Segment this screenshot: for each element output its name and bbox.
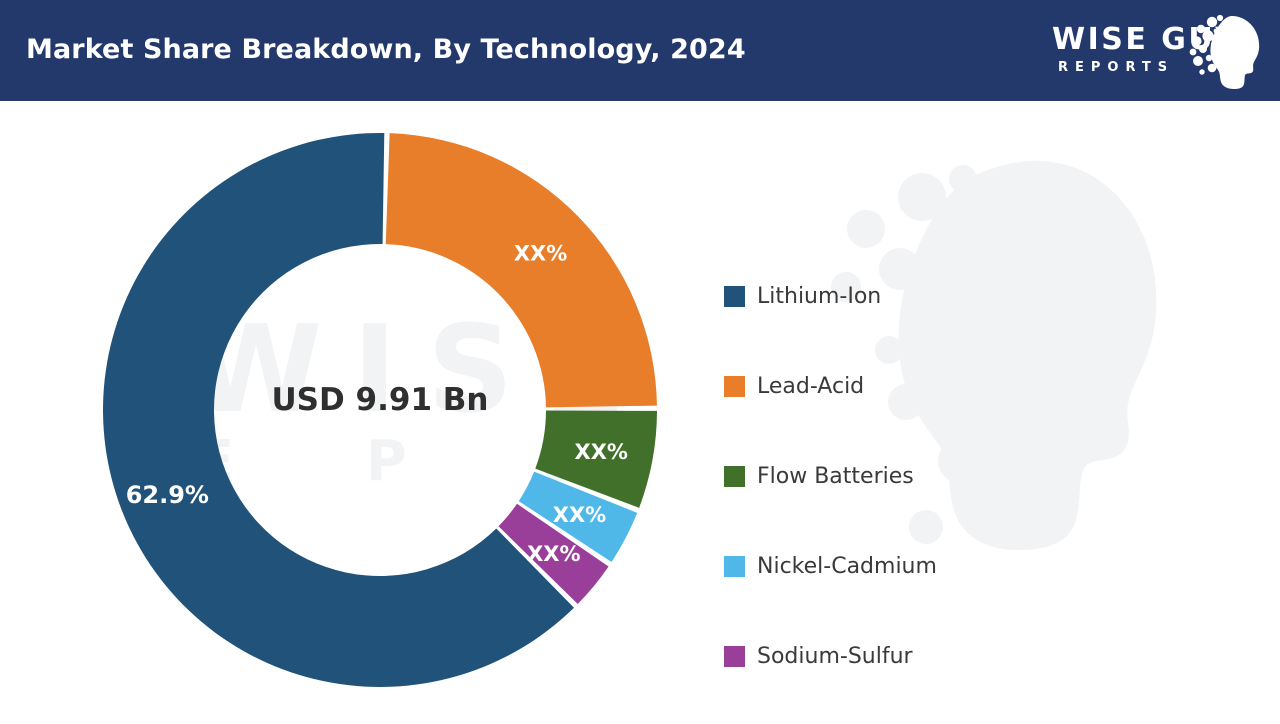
donut-slice-label: XX%: [514, 241, 567, 265]
legend-swatch-icon: [724, 645, 745, 667]
legend-item[interactable]: Lead-Acid: [724, 341, 1054, 431]
donut-chart: 62.9% XX% XX% XX% XX% USD 9.91 Bn: [102, 133, 657, 688]
donut-slice[interactable]: [535, 410, 657, 508]
page-title: Market Share Breakdown, By Technology, 2…: [26, 34, 746, 65]
legend-item-label: Lead-Acid: [757, 373, 865, 399]
chart-legend: Lithium-Ion Lead-Acid Flow Batteries Nickel…: [724, 251, 1054, 701]
legend-item-label: Sodium-Sulfur: [757, 643, 913, 669]
legend-item-label: Nickel-Cadmium: [757, 553, 937, 579]
donut-slice-label: 62.9%: [126, 481, 209, 509]
brand-subword: REPORTS: [1058, 60, 1175, 75]
legend-item[interactable]: Nickel-Cadmium: [724, 521, 1054, 611]
donut-slice-label: XX%: [553, 503, 606, 527]
legend-swatch-icon: [724, 465, 745, 487]
donut-slice-label: XX%: [575, 440, 628, 464]
chart-area: WISE E P O 62.9% XX% XX% XX% XX% USD 9.91 Bn…: [0, 101, 1280, 720]
donut-slice[interactable]: [102, 133, 574, 688]
legend-swatch-icon: [724, 555, 745, 577]
donut-slice[interactable]: [385, 133, 657, 408]
header-bar: Market Share Breakdown, By Technology, 2…: [0, 0, 1280, 101]
donut-slices: [102, 133, 657, 688]
head-silhouette-icon: [1189, 14, 1260, 89]
donut-slice[interactable]: [518, 471, 638, 563]
legend-item-label: Flow Batteries: [757, 463, 914, 489]
donut-slice-labels: 62.9% XX% XX% XX% XX%: [126, 241, 628, 565]
legend-item[interactable]: Lithium-Ion: [724, 251, 1054, 341]
brand-logo: WISE GUY REPORTS: [1024, 6, 1274, 96]
legend-item-label: Lithium-Ion: [757, 283, 882, 309]
donut-slice-label: XX%: [527, 542, 580, 566]
legend-swatch-icon: [724, 285, 745, 307]
donut-center-value: USD 9.91 Bn: [272, 382, 489, 418]
legend-item[interactable]: Sodium-Sulfur: [724, 611, 1054, 701]
legend-item[interactable]: Flow Batteries: [724, 431, 1054, 521]
donut-slice[interactable]: [498, 503, 609, 604]
legend-swatch-icon: [724, 375, 745, 397]
